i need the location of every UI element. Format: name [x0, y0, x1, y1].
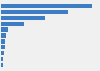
- Bar: [1, 10, 68, 14]
- Bar: [1, 57, 3, 61]
- Bar: [1, 4, 92, 8]
- Bar: [1, 33, 6, 38]
- Bar: [1, 22, 24, 26]
- Bar: [1, 51, 4, 55]
- Bar: [1, 16, 45, 20]
- Bar: [1, 27, 8, 32]
- Bar: [1, 39, 5, 44]
- Bar: [1, 63, 3, 67]
- Bar: [1, 45, 5, 49]
